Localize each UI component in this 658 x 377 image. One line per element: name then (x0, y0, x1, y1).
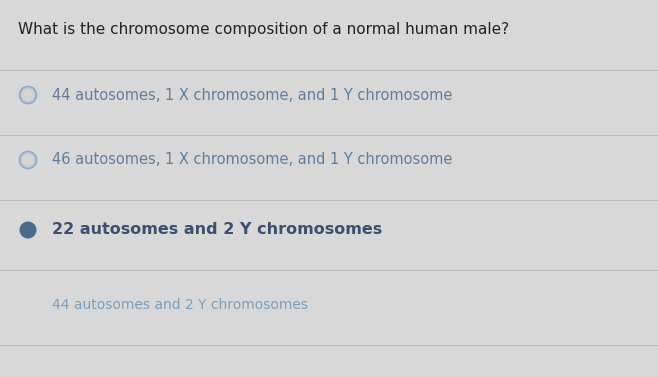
Circle shape (22, 89, 34, 101)
Circle shape (22, 154, 34, 166)
Text: 44 autosomes, 1 X chromosome, and 1 Y chromosome: 44 autosomes, 1 X chromosome, and 1 Y ch… (52, 87, 453, 103)
Text: 22 autosomes and 2 Y chromosomes: 22 autosomes and 2 Y chromosomes (52, 222, 382, 238)
Circle shape (20, 152, 36, 169)
Text: 44 autosomes and 2 Y chromosomes: 44 autosomes and 2 Y chromosomes (52, 298, 308, 312)
Circle shape (20, 222, 36, 239)
Circle shape (20, 86, 36, 104)
Text: 46 autosomes, 1 X chromosome, and 1 Y chromosome: 46 autosomes, 1 X chromosome, and 1 Y ch… (52, 153, 453, 167)
Text: What is the chromosome composition of a normal human male?: What is the chromosome composition of a … (18, 22, 509, 37)
